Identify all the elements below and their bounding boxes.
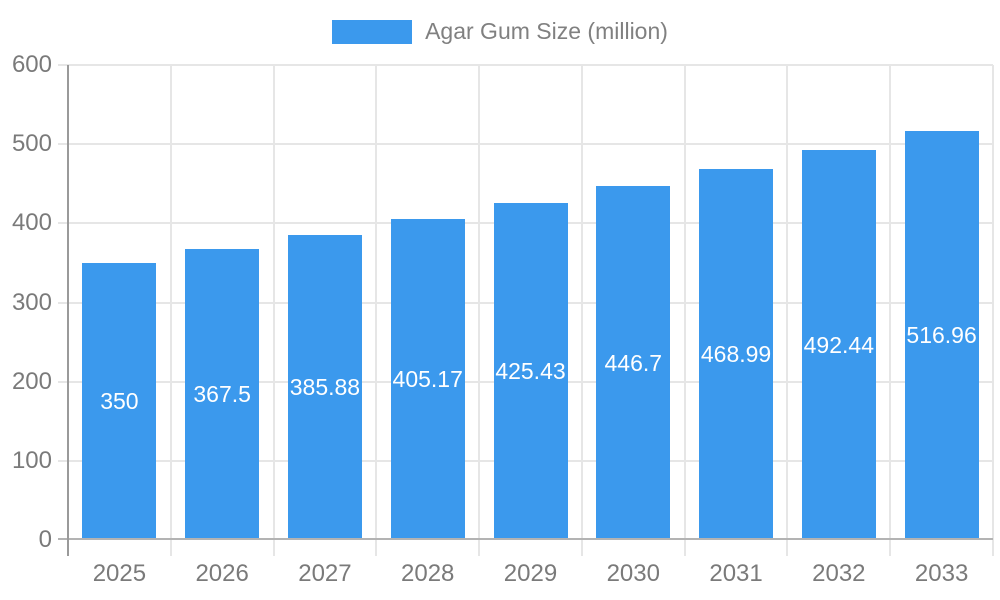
bar-2028[interactable]: 405.17 (390, 219, 465, 540)
x-axis-label-2027: 2027 (298, 560, 352, 587)
x-axis-label-2032: 2032 (812, 560, 866, 587)
y-axis-tick-100 (58, 459, 68, 462)
x-axis-tick-5 (580, 540, 583, 556)
bar-value-label-2025: 350 (100, 387, 139, 414)
bar-2025[interactable]: 350 (82, 262, 157, 540)
x-gridline-6 (683, 65, 686, 540)
bar-2033[interactable]: 516.96 (904, 130, 979, 540)
y-gridline-600 (68, 64, 993, 66)
x-gridline-9 (992, 65, 994, 540)
x-axis-label-2025: 2025 (92, 560, 147, 587)
x-axis-tick-3 (375, 540, 378, 556)
y-axis-label-600: 600 (11, 51, 52, 78)
bar-value-label-2027: 385.88 (289, 373, 361, 400)
x-axis-tick-7 (786, 540, 789, 556)
bar-value-label-2030: 446.7 (604, 349, 663, 376)
x-axis-label-2031: 2031 (709, 560, 763, 587)
y-axis-tick-200 (58, 380, 68, 383)
x-axis-line (58, 538, 993, 540)
x-axis-tick-4 (478, 540, 481, 556)
bar-2027[interactable]: 385.88 (287, 234, 362, 540)
x-axis-tick-9 (992, 540, 994, 556)
bar-2026[interactable]: 367.5 (185, 249, 260, 540)
x-gridline-8 (889, 65, 892, 540)
bar-value-label-2028: 405.17 (392, 366, 463, 393)
y-axis-label-0: 0 (38, 526, 52, 553)
x-gridline-3 (375, 65, 378, 540)
y-axis-label-100: 100 (11, 446, 52, 474)
x-axis-label-2033: 2033 (914, 560, 969, 587)
y-axis-label-400: 400 (11, 209, 52, 237)
x-axis-tick-8 (889, 540, 892, 556)
x-axis-tick-2 (272, 540, 275, 556)
chart-legend[interactable]: Agar Gum Size (million) (0, 18, 1000, 45)
bar-2032[interactable]: 492.44 (801, 150, 876, 540)
y-axis-label-200: 200 (11, 367, 52, 395)
y-axis-tick-500 (58, 143, 68, 146)
legend-swatch (332, 19, 413, 44)
y-axis-tick-400 (58, 222, 68, 225)
x-axis-label-2029: 2029 (503, 560, 558, 587)
x-gridline-1 (169, 65, 172, 540)
bar-2029[interactable]: 425.43 (493, 203, 568, 540)
y-gridline-500 (68, 143, 993, 146)
bar-value-label-2026: 367.5 (193, 381, 251, 408)
bar-value-label-2029: 425.43 (495, 358, 566, 385)
x-axis-tick-6 (683, 540, 686, 556)
x-axis-label-2026: 2026 (195, 560, 249, 587)
y-axis-tick-600 (58, 64, 68, 66)
bar-value-label-2033: 516.96 (906, 321, 977, 348)
bar-value-label-2032: 492.44 (803, 331, 874, 358)
y-axis-label-300: 300 (11, 288, 52, 316)
x-axis-label-2028: 2028 (401, 560, 455, 587)
bar-2030[interactable]: 446.7 (596, 186, 671, 540)
legend-label: Agar Gum Size (million) (425, 18, 668, 44)
x-axis-tick-1 (169, 540, 172, 556)
bar-2031[interactable]: 468.99 (699, 168, 774, 540)
x-gridline-2 (272, 65, 275, 540)
y-axis-tick-300 (58, 301, 68, 304)
y-axis-label-500: 500 (11, 130, 52, 158)
x-axis-label-2030: 2030 (606, 560, 660, 587)
x-gridline-4 (478, 65, 481, 540)
x-gridline-5 (580, 65, 583, 540)
y-axis-line (67, 65, 69, 556)
bar-value-label-2031: 468.99 (700, 340, 772, 367)
x-gridline-7 (786, 65, 789, 540)
